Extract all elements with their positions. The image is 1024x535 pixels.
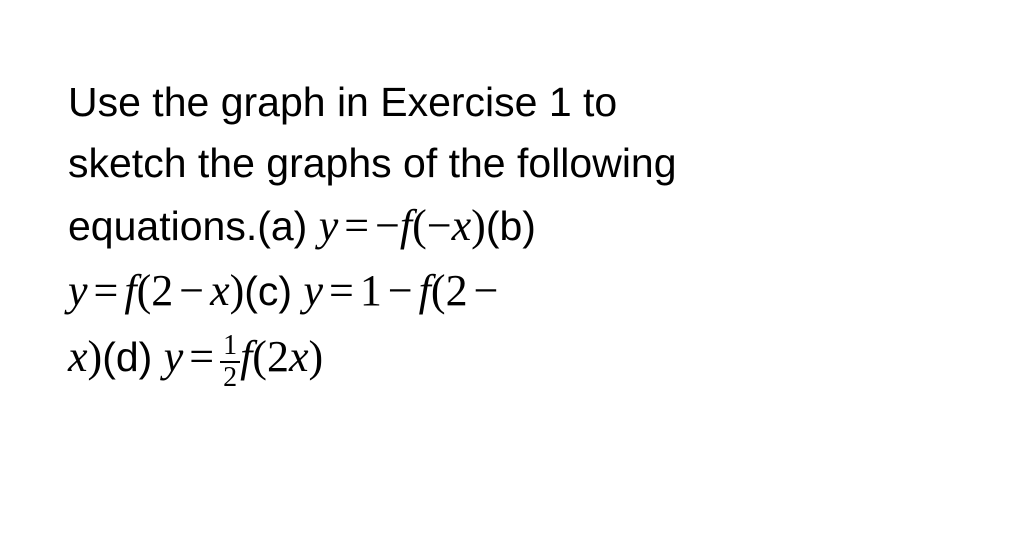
open-paren: (: [252, 332, 267, 381]
var-y: y: [164, 332, 184, 381]
var-x: x: [289, 332, 309, 381]
const-2: 2: [267, 332, 289, 381]
var-y: y: [319, 201, 339, 250]
minus-sign: −: [468, 266, 505, 315]
open-paren: (: [137, 266, 152, 315]
arg-neg: −: [427, 201, 452, 250]
equation-c-part2: x): [68, 332, 102, 381]
minus-sign: −: [382, 266, 419, 315]
fraction-denominator: 2: [220, 363, 240, 392]
label-b: (b): [486, 203, 536, 249]
fn-f: f: [400, 201, 412, 250]
equals-sign: =: [183, 332, 220, 381]
equation-a: y=−f(−x): [319, 201, 486, 250]
fraction-numerator: 1: [220, 332, 240, 363]
label-d: (d): [102, 334, 152, 380]
fraction-half: 12: [220, 332, 240, 392]
const-1: 1: [360, 266, 382, 315]
var-y: y: [303, 266, 323, 315]
equation-d: y=12f(2x): [164, 332, 323, 381]
close-paren: ): [471, 201, 486, 250]
const-2: 2: [151, 266, 173, 315]
fn-f: f: [419, 266, 431, 315]
equation-b: y=f(2−x): [68, 266, 244, 315]
intro-line-1: Use the graph in Exercise 1 to: [68, 79, 617, 125]
label-c: (c): [244, 268, 292, 314]
close-paren: ): [308, 332, 323, 381]
close-paren: ): [88, 332, 103, 381]
intro-line-2: sketch the graphs of the following: [68, 140, 677, 186]
equals-sign: =: [338, 201, 375, 250]
close-paren: ): [230, 266, 245, 315]
var-x: x: [68, 332, 88, 381]
var-x: x: [210, 266, 230, 315]
var-y: y: [68, 266, 88, 315]
label-a: (a): [257, 203, 307, 249]
fn-f: f: [124, 266, 136, 315]
negative-sign: −: [375, 201, 400, 250]
equals-sign: =: [323, 266, 360, 315]
equations-word: equations.: [68, 203, 257, 249]
const-2: 2: [446, 266, 468, 315]
open-paren: (: [412, 201, 427, 250]
equation-c-part1: y=1−f(2−: [303, 266, 504, 315]
open-paren: (: [431, 266, 446, 315]
minus-sign: −: [173, 266, 210, 315]
fn-f: f: [240, 332, 252, 381]
var-x: x: [452, 201, 472, 250]
problem-text: Use the graph in Exercise 1 to sketch th…: [0, 0, 1024, 392]
equals-sign: =: [88, 266, 125, 315]
